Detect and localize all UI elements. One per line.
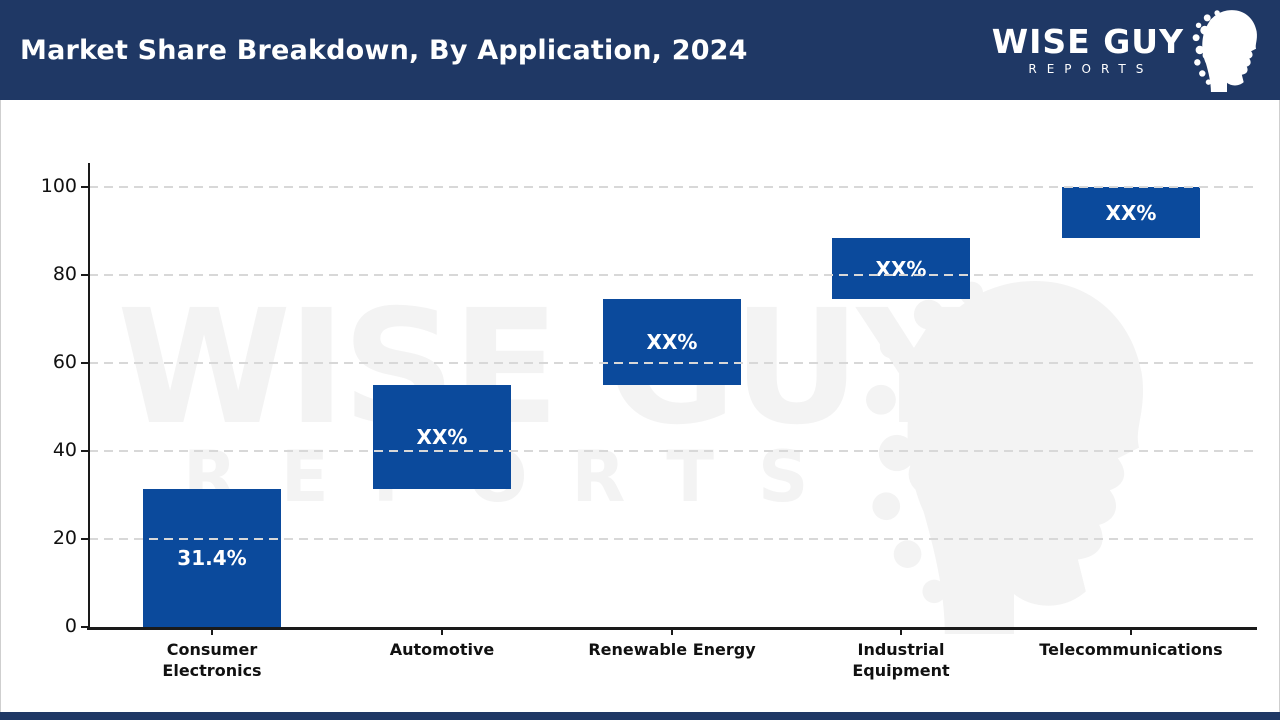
bar-automotive: XX% [373, 385, 511, 489]
x-category-label-renewable-energy: Renewable Energy [588, 640, 756, 659]
y-tick-label-80: 80 [52, 263, 77, 285]
bar-value-label: XX% [416, 424, 468, 449]
bar-renewable-energy: XX% [603, 299, 741, 385]
gridline-80 [89, 274, 1254, 276]
y-tick-60 [81, 362, 89, 364]
gridline-100 [89, 186, 1254, 188]
x-tick-industrial-equipment [900, 627, 902, 635]
y-tick-80 [81, 274, 89, 276]
logo-text: WISE GUY REPORTS [991, 21, 1184, 77]
y-tick-label-0: 0 [64, 615, 77, 637]
bar-value-label: XX% [1105, 200, 1157, 225]
bar-value-label: XX% [646, 330, 698, 355]
bar-industrial-equipment: XX% [832, 238, 970, 300]
logo-wordmark: WISE GUY [991, 21, 1184, 61]
page-title: Market Share Breakdown, By Application, … [20, 34, 748, 66]
y-tick-label-100: 100 [40, 175, 77, 197]
chart-area: WISE GUY REPORTS 0 20 40 60 80 100 31.4% XX% XX%… [0, 100, 1280, 712]
y-tick-label-60: 60 [52, 351, 77, 373]
y-tick-20 [81, 538, 89, 540]
wise-guy-logo: WISE GUY REPORTS [992, 8, 1266, 92]
y-tick-100 [81, 186, 89, 188]
bar-consumer-electronics: 31.4% [143, 488, 281, 627]
y-tick-0 [81, 626, 89, 628]
bar-telecommunications: XX% [1062, 187, 1200, 239]
header-bar: Market Share Breakdown, By Application, … [0, 0, 1280, 100]
y-tick-label-20: 20 [52, 527, 77, 549]
x-category-label-telecommunications: Telecommunications [1039, 640, 1223, 659]
logo-subtitle: REPORTS [1028, 62, 1154, 77]
x-category-label-industrial-equipment: Industrial Equipment [852, 640, 950, 680]
footer-bar [0, 712, 1280, 720]
logo-head-icon [1192, 10, 1257, 92]
gridline-20 [89, 538, 1254, 540]
x-category-label-automotive: Automotive [389, 640, 495, 659]
waterfall-plot: 0 20 40 60 80 100 31.4% XX% XX% XX% XX% Consumer El… [1, 100, 1279, 712]
y-axis-line [88, 163, 90, 629]
gridline-60 [89, 362, 1254, 364]
x-tick-telecommunications [1130, 627, 1132, 635]
bar-value-label: 31.4% [177, 545, 247, 570]
gridline-40 [89, 450, 1254, 452]
x-tick-renewable-energy [671, 627, 673, 635]
x-category-label-consumer-electronics: Consumer Electronics [162, 640, 262, 680]
y-tick-label-40: 40 [52, 439, 77, 461]
y-tick-40 [81, 450, 89, 452]
bar-value-label: XX% [875, 256, 927, 281]
x-tick-automotive [441, 627, 443, 635]
x-tick-consumer-electronics [211, 627, 213, 635]
